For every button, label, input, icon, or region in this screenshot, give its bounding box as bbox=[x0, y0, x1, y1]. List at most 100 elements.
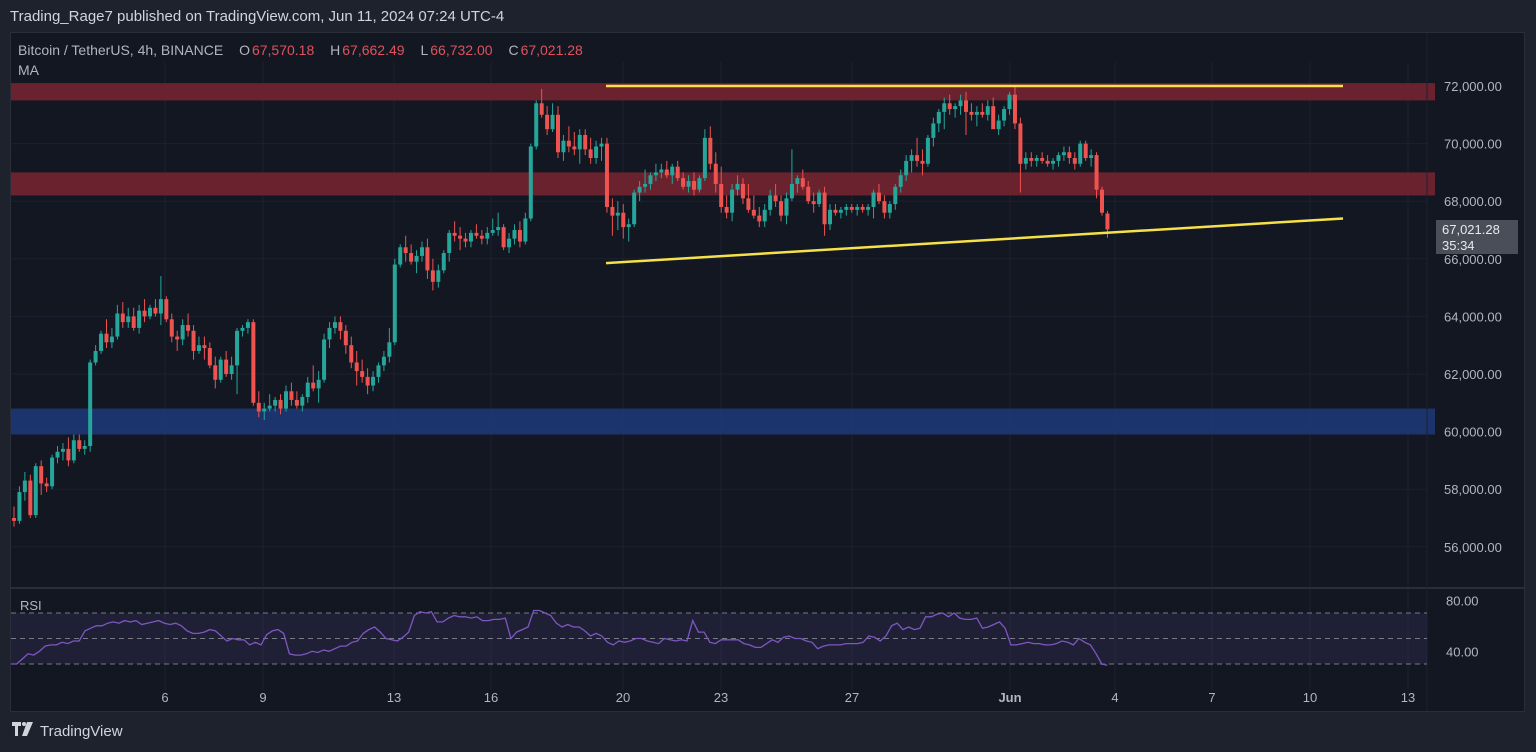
ma-indicator-label[interactable]: MA bbox=[18, 62, 39, 78]
close-value: 67,021.28 bbox=[520, 42, 583, 58]
bar-countdown: 35:34 bbox=[1442, 238, 1475, 253]
rsi-axis-label: 80.00 bbox=[1446, 593, 1479, 608]
candle-body bbox=[898, 175, 903, 187]
candle-body bbox=[958, 100, 963, 107]
candle-body bbox=[708, 137, 713, 164]
candle-body bbox=[235, 330, 240, 366]
candle-body bbox=[115, 313, 120, 337]
candle-body bbox=[610, 206, 615, 216]
candle-body bbox=[860, 206, 865, 210]
date-axis-label: 7 bbox=[1208, 690, 1215, 705]
candle-body bbox=[186, 325, 191, 331]
publisher-caption: Trading_Rage7 published on TradingView.c… bbox=[10, 8, 505, 25]
candle-body bbox=[566, 140, 571, 147]
date-axis-label: Jun bbox=[998, 690, 1021, 705]
candle-body bbox=[278, 399, 283, 409]
candle-body bbox=[496, 227, 501, 230]
candle-body bbox=[245, 322, 250, 328]
candle-body bbox=[1105, 213, 1110, 230]
candle-body bbox=[849, 206, 854, 210]
candle-body bbox=[828, 209, 832, 225]
candle-body bbox=[1056, 155, 1061, 161]
candle-body bbox=[294, 399, 299, 406]
candle-body bbox=[207, 348, 212, 366]
date-axis-label: 16 bbox=[484, 690, 498, 705]
candle-body bbox=[556, 114, 560, 153]
candle-body bbox=[974, 111, 979, 115]
candle-body bbox=[692, 181, 696, 190]
candle-body bbox=[349, 345, 354, 363]
candle-body bbox=[436, 270, 441, 282]
candle-body bbox=[284, 391, 288, 409]
candle-body bbox=[33, 466, 38, 516]
candle-body bbox=[392, 264, 397, 343]
candle-body bbox=[338, 322, 343, 331]
candle-body bbox=[376, 365, 381, 377]
price-axis-label: 70,000.00 bbox=[1444, 137, 1502, 152]
trendline-lower-ascending bbox=[605, 217, 1344, 265]
candle-body bbox=[66, 448, 71, 461]
candle-body bbox=[904, 160, 909, 176]
candle-body bbox=[387, 342, 392, 357]
candle-body bbox=[99, 333, 104, 351]
candle-body bbox=[218, 359, 223, 380]
price-axis-label: 68,000.00 bbox=[1444, 194, 1502, 209]
close-label: C bbox=[508, 42, 519, 58]
candle-body bbox=[1018, 123, 1023, 164]
candle-body bbox=[594, 146, 599, 158]
candle-body bbox=[251, 322, 256, 403]
candle-body bbox=[784, 198, 789, 216]
open-label: O bbox=[239, 42, 250, 58]
candle-body bbox=[550, 114, 555, 130]
candle-body bbox=[1051, 160, 1056, 164]
date-axis-label: 13 bbox=[387, 690, 401, 705]
candle-body bbox=[153, 307, 158, 314]
candle-body bbox=[196, 345, 201, 351]
candle-body bbox=[604, 143, 609, 207]
candle-body bbox=[267, 405, 272, 409]
date-axis-label: 23 bbox=[714, 690, 728, 705]
candle-body bbox=[713, 163, 718, 184]
candle-body bbox=[637, 186, 642, 193]
candle-body bbox=[1100, 189, 1104, 213]
candle-body bbox=[795, 178, 800, 184]
candle-body bbox=[430, 270, 435, 282]
candle-body bbox=[316, 379, 321, 389]
candle-body bbox=[936, 111, 941, 124]
candle-body bbox=[1078, 143, 1083, 164]
candle-body bbox=[77, 440, 82, 449]
candle-body bbox=[615, 212, 620, 216]
candle-body bbox=[240, 327, 245, 331]
candle-body bbox=[273, 399, 278, 406]
candle-body bbox=[583, 134, 588, 150]
high-label: H bbox=[330, 42, 341, 58]
open-value: 67,570.18 bbox=[251, 42, 315, 58]
candle-body bbox=[148, 307, 152, 317]
candle-body bbox=[82, 446, 87, 449]
candle-body bbox=[39, 466, 44, 484]
candle-body bbox=[876, 192, 881, 202]
candle-body bbox=[425, 247, 430, 271]
candle-body bbox=[332, 322, 337, 328]
candle-body bbox=[164, 299, 169, 320]
candle-body bbox=[142, 310, 147, 317]
candle-body bbox=[468, 232, 473, 242]
candle-body bbox=[479, 235, 484, 239]
candle-body bbox=[403, 247, 408, 254]
candle-body bbox=[1072, 158, 1077, 164]
candle-body bbox=[789, 183, 794, 199]
candle-body bbox=[1007, 94, 1012, 110]
candle-body bbox=[1002, 109, 1007, 121]
candle-body bbox=[599, 143, 604, 147]
candle-body bbox=[229, 365, 234, 374]
symbol-title: Bitcoin / TetherUS, 4h, BINANCE bbox=[18, 42, 224, 58]
candle-body bbox=[931, 123, 936, 138]
zone-resistance-top bbox=[11, 83, 1435, 101]
candle-body bbox=[343, 330, 348, 346]
candle-body bbox=[169, 319, 174, 337]
candle-body bbox=[980, 111, 985, 115]
candle-body bbox=[420, 247, 424, 256]
rsi-pane-title[interactable]: RSI bbox=[20, 598, 42, 613]
candle-body bbox=[871, 192, 876, 207]
